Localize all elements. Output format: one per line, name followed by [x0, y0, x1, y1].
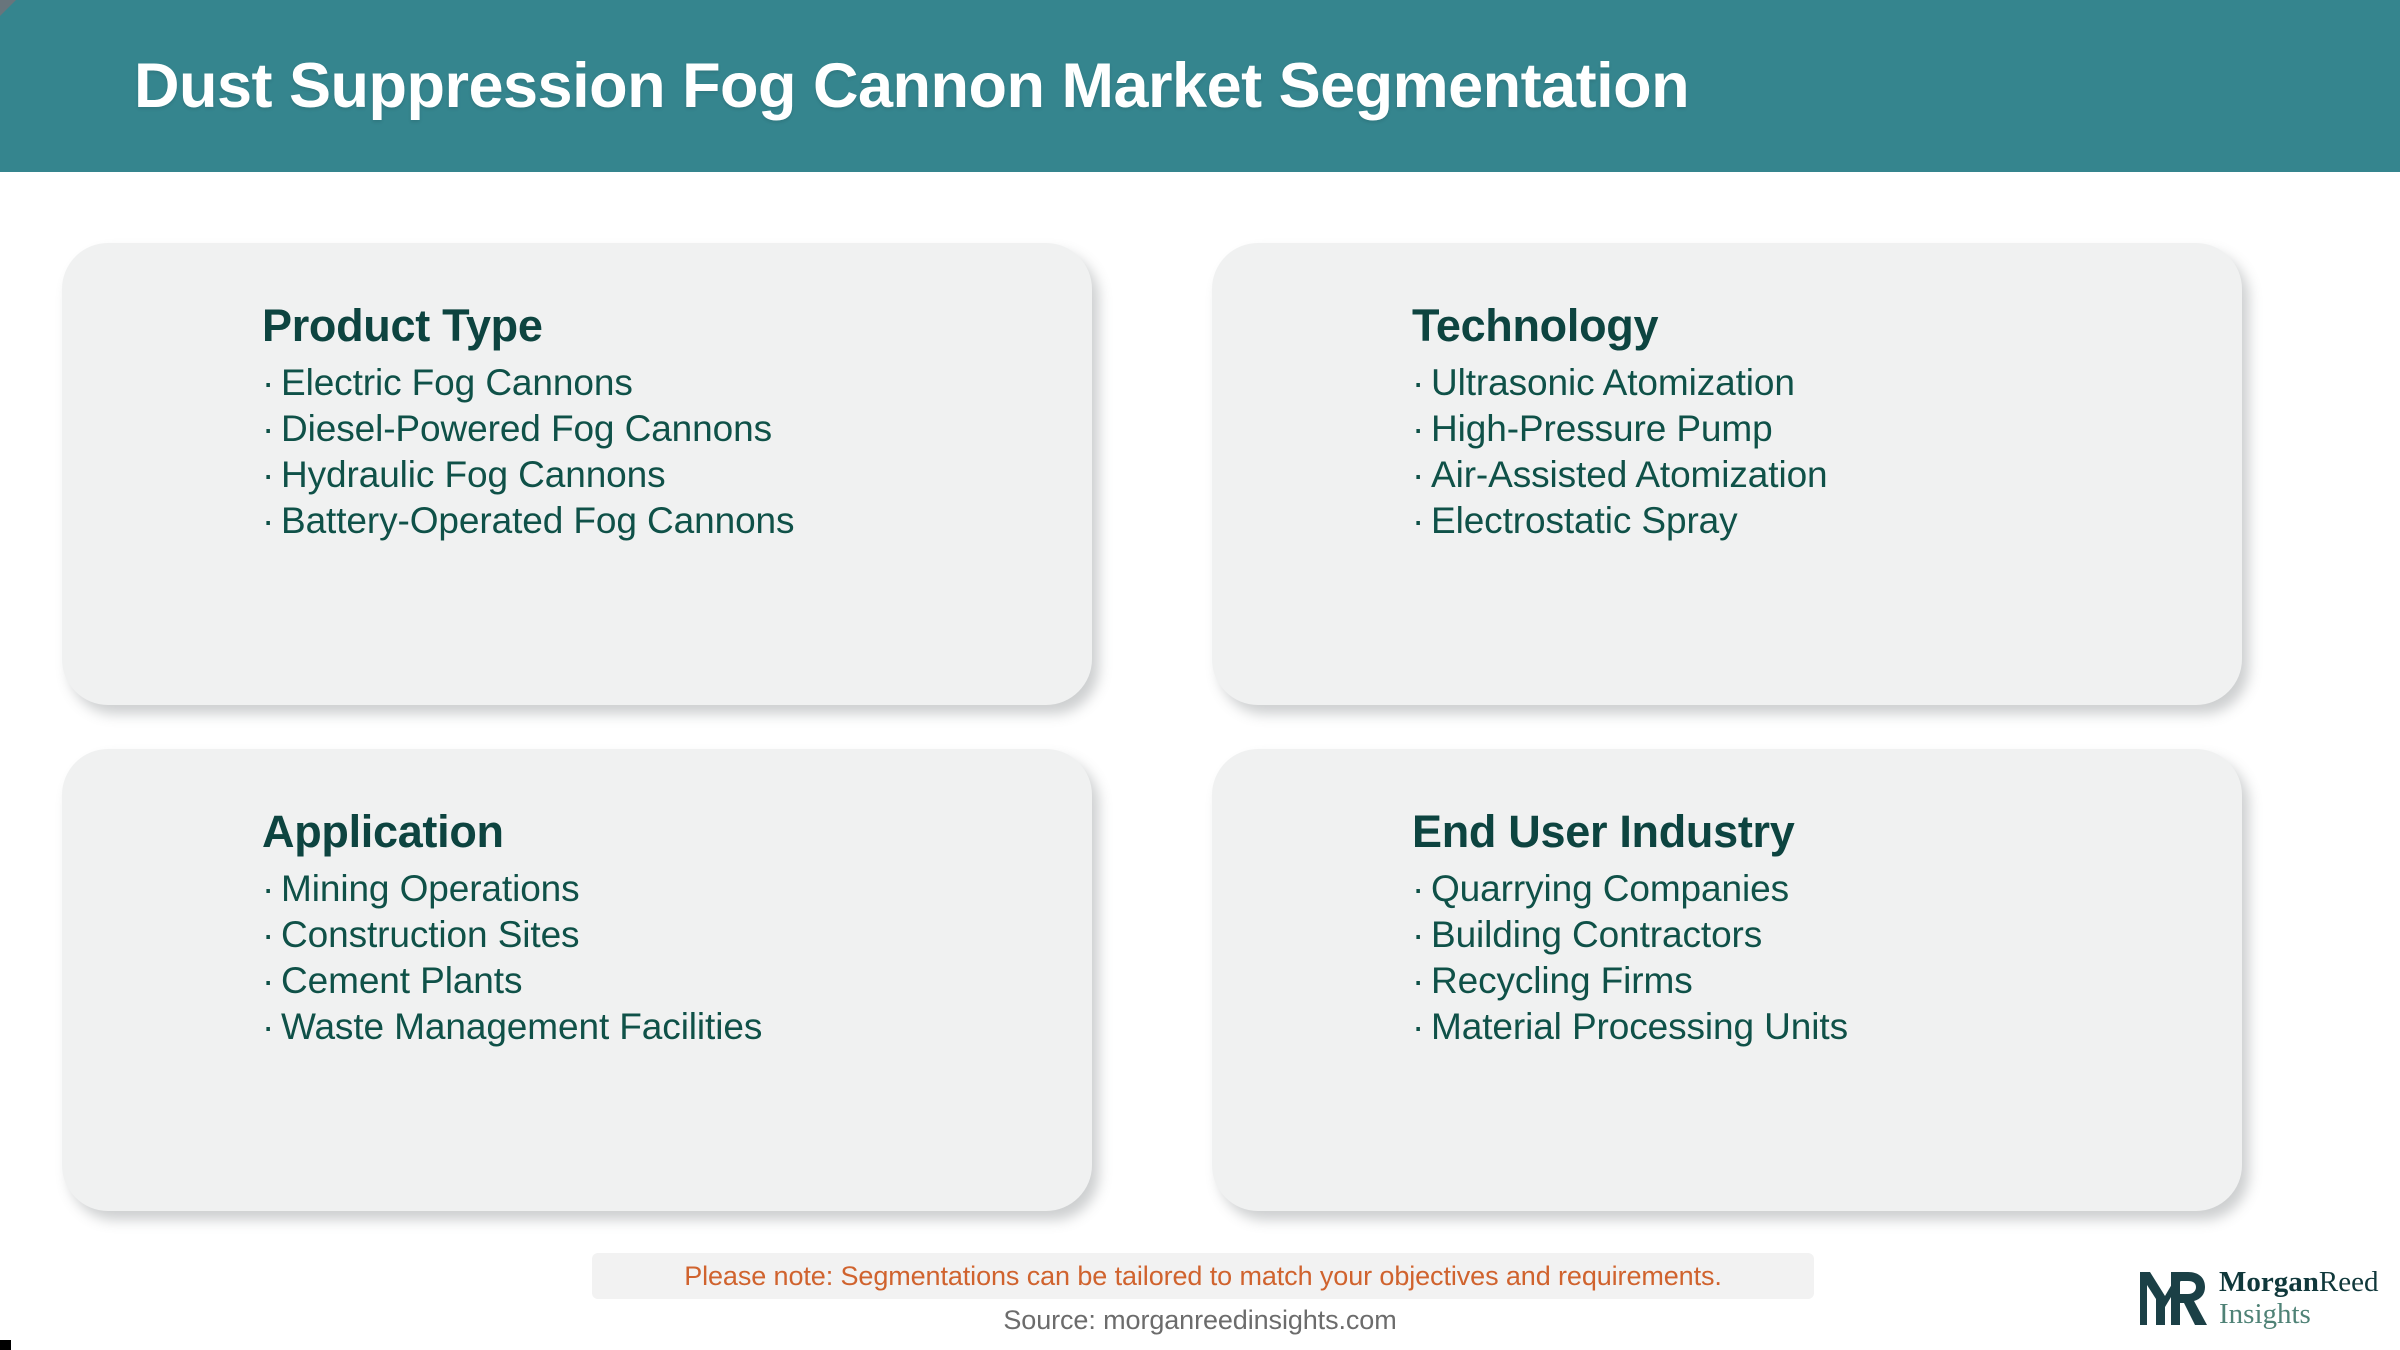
header-banner: Dust Suppression Fog Cannon Market Segme…: [0, 0, 2400, 172]
list-item: · Electrostatic Spray: [1412, 498, 2242, 544]
list-item-label: Electric Fog Cannons: [281, 362, 633, 404]
segment-card-list: · Quarrying Companies · Building Contracto…: [1412, 866, 2242, 1050]
brand-logo: MorganReed Insights: [2138, 1262, 2378, 1334]
segment-card-application: Application · Mining Operations · Construc…: [62, 749, 1092, 1211]
bullet-icon: ·: [1412, 408, 1425, 450]
segment-card-title: Technology: [1412, 300, 1659, 351]
list-item: · Construction Sites: [262, 912, 1092, 958]
list-item-label: Diesel-Powered Fog Cannons: [281, 408, 772, 450]
list-item: · Battery-Operated Fog Cannons: [262, 498, 1092, 544]
logo-name-line: MorganReed: [2219, 1265, 2379, 1298]
bullet-icon: ·: [1412, 454, 1425, 496]
list-item: · Ultrasonic Atomization: [1412, 360, 2242, 406]
corner-artifact: [0, 0, 16, 16]
list-item: · Electric Fog Cannons: [262, 360, 1092, 406]
bullet-icon: ·: [262, 362, 275, 404]
bullet-icon: ·: [1412, 868, 1425, 910]
bullet-icon: ·: [1412, 500, 1425, 542]
bullet-icon: ·: [262, 960, 275, 1002]
bullet-icon: ·: [262, 868, 275, 910]
bullet-icon: ·: [1412, 960, 1425, 1002]
list-item-label: Recycling Firms: [1431, 960, 1693, 1002]
list-item: · Quarrying Companies: [1412, 866, 2242, 912]
logo-word-reed: Reed: [2318, 1265, 2379, 1298]
edge-marker: [0, 1340, 11, 1350]
segment-card-technology: Technology · Ultrasonic Atomization · High…: [1212, 243, 2242, 705]
segment-card-title: Application: [262, 806, 504, 857]
list-item-label: High-Pressure Pump: [1431, 408, 1773, 450]
list-item-label: Air-Assisted Atomization: [1431, 454, 1828, 496]
list-item: · Diesel-Powered Fog Cannons: [262, 406, 1092, 452]
logo-word-morgan: Morgan: [2219, 1265, 2319, 1298]
logo-wordmark: MorganReed Insights: [2219, 1265, 2379, 1330]
bullet-icon: ·: [262, 1006, 275, 1048]
list-item-label: Cement Plants: [281, 960, 523, 1002]
bullet-icon: ·: [262, 408, 275, 450]
list-item-label: Quarrying Companies: [1431, 868, 1789, 910]
list-item: · Material Processing Units: [1412, 1004, 2242, 1050]
segment-card-end-user-industry: End User Industry · Quarrying Companies ·…: [1212, 749, 2242, 1211]
note-text: Please note: Segmentations can be tailor…: [684, 1260, 1722, 1291]
segmentation-grid: Product Type · Electric Fog Cannons · Dies…: [62, 243, 2242, 1211]
bullet-icon: ·: [262, 914, 275, 956]
list-item-label: Construction Sites: [281, 914, 580, 956]
bullet-icon: ·: [1412, 362, 1425, 404]
bullet-icon: ·: [1412, 914, 1425, 956]
list-item-label: Mining Operations: [281, 868, 580, 910]
segment-card-list: · Mining Operations · Construction Sites ·…: [262, 866, 1092, 1050]
list-item: · High-Pressure Pump: [1412, 406, 2242, 452]
note-banner: Please note: Segmentations can be tailor…: [592, 1253, 1814, 1299]
list-item: · Mining Operations: [262, 866, 1092, 912]
bullet-icon: ·: [262, 500, 275, 542]
list-item: · Air-Assisted Atomization: [1412, 452, 2242, 498]
segment-card-title: End User Industry: [1412, 806, 1795, 857]
list-item-label: Hydraulic Fog Cannons: [281, 454, 666, 496]
list-item: · Cement Plants: [262, 958, 1092, 1004]
list-item: · Recycling Firms: [1412, 958, 2242, 1004]
logo-word-insights: Insights: [2219, 1297, 2311, 1330]
list-item-label: Electrostatic Spray: [1431, 500, 1738, 542]
page-title: Dust Suppression Fog Cannon Market Segme…: [134, 50, 1690, 121]
list-item-label: Battery-Operated Fog Cannons: [281, 500, 795, 542]
list-item: · Waste Management Facilities: [262, 1004, 1092, 1050]
list-item-label: Waste Management Facilities: [281, 1006, 763, 1048]
list-item: · Building Contractors: [1412, 912, 2242, 958]
segment-card-list: · Electric Fog Cannons · Diesel-Powered Fo…: [262, 360, 1092, 544]
segment-card-title: Product Type: [262, 300, 543, 351]
list-item-label: Ultrasonic Atomization: [1431, 362, 1795, 404]
list-item: · Hydraulic Fog Cannons: [262, 452, 1092, 498]
list-item-label: Building Contractors: [1431, 914, 1763, 956]
bullet-icon: ·: [1412, 1006, 1425, 1048]
source-attribution: Source: morganreedinsights.com: [1003, 1305, 1397, 1335]
segment-card-product-type: Product Type · Electric Fog Cannons · Dies…: [62, 243, 1092, 705]
bullet-icon: ·: [262, 454, 275, 496]
list-item-label: Material Processing Units: [1431, 1006, 1848, 1048]
mr-monogram-icon: [2140, 1272, 2207, 1325]
segment-card-list: · Ultrasonic Atomization · High-Pressure P…: [1412, 360, 2242, 544]
